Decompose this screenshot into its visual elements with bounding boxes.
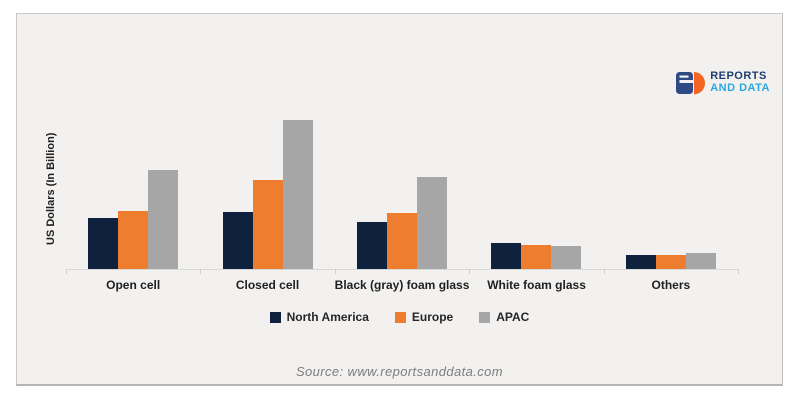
logo-text: REPORTS AND DATA [710, 71, 770, 94]
category-label-black-gray-foam-glass: Black (gray) foam glass [334, 278, 470, 292]
legend-label-north-america: North America [286, 310, 369, 324]
bar-apac [417, 177, 448, 269]
bar-europe [521, 245, 552, 269]
legend-item-europe: Europe [394, 310, 454, 324]
bar-apac [685, 253, 716, 269]
legend-swatch-europe [394, 311, 406, 323]
category-labels: Open cell Closed cell Black (gray) foam gl… [66, 278, 738, 292]
legend-item-north-america: North America [269, 310, 369, 324]
reports-and-data-logo: REPORTS AND DATA [676, 70, 770, 96]
x-axis-tick [200, 269, 202, 274]
bar-apac [148, 170, 179, 269]
bar-apac [282, 120, 313, 269]
category-label-white-foam-glass: White foam glass [487, 278, 586, 292]
bar-europe [118, 211, 149, 269]
category-label-closed-cell: Closed cell [235, 278, 300, 292]
bar-group-open-cell [66, 170, 200, 269]
bar-europe [655, 255, 686, 269]
category-label-open-cell: Open cell [106, 278, 161, 292]
bar-north-america [625, 255, 656, 269]
legend-swatch-north-america [269, 311, 281, 323]
legend-label-apac: APAC [496, 310, 530, 324]
logo-text-bottom: AND DATA [710, 82, 770, 94]
bar-apac [551, 246, 582, 269]
bar-europe [252, 180, 283, 269]
legend: North America Europe APAC [17, 310, 782, 324]
source-text: Source: www.reportsanddata.com [295, 364, 504, 379]
chart-panel: REPORTS AND DATA US Dollars (In Billion)… [16, 13, 783, 386]
bar-group-white-foam-glass [469, 243, 603, 269]
legend-label-europe: Europe [411, 310, 454, 324]
x-axis-line [66, 269, 739, 270]
legend-item-apac: APAC [479, 310, 529, 324]
y-axis-label: US Dollars (In Billion) [45, 132, 57, 246]
x-axis-tick [603, 269, 605, 274]
x-axis-tick [738, 269, 739, 274]
bar-north-america [88, 218, 119, 269]
x-axis-tick [334, 269, 336, 274]
legend-swatch-apac [479, 311, 491, 323]
bar-north-america [491, 243, 522, 269]
x-axis-tick [469, 269, 471, 274]
plot-area [66, 109, 738, 269]
bar-group-black-gray-foam-glass [335, 177, 469, 269]
bar-north-america [357, 222, 388, 269]
x-axis-tick [66, 269, 67, 274]
bar-north-america [222, 212, 253, 269]
logo-text-top: REPORTS [710, 70, 767, 83]
bar-europe [387, 213, 418, 269]
rd-monogram-icon [676, 72, 706, 95]
bar-group-closed-cell [200, 120, 334, 269]
bar-group-others [604, 253, 738, 269]
category-label-others: Others [651, 278, 691, 292]
